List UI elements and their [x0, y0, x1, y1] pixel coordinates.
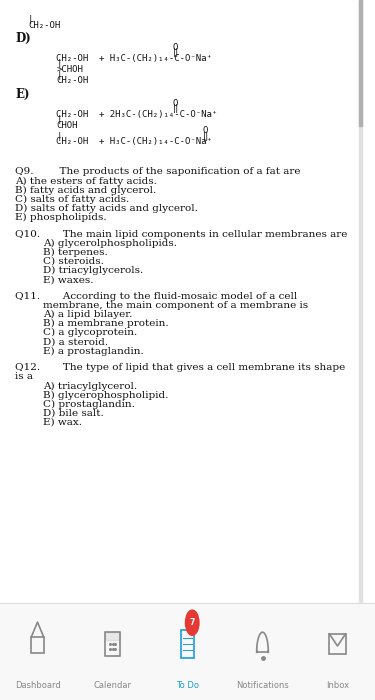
Text: B) fatty acids and glycerol.: B) fatty acids and glycerol.	[15, 186, 156, 195]
Text: D) bile salt.: D) bile salt.	[43, 409, 104, 418]
Bar	[329, 634, 346, 654]
Text: C) prostaglandin.: C) prostaglandin.	[43, 400, 135, 409]
Bar	[359, 0, 362, 126]
Circle shape	[186, 610, 199, 636]
Text: |: |	[56, 60, 62, 69]
Text: E) a prostaglandin.: E) a prostaglandin.	[43, 346, 144, 356]
Text: To Do: To Do	[176, 681, 199, 690]
Text: ‖: ‖	[172, 48, 178, 57]
Text: C) salts of fatty acids.: C) salts of fatty acids.	[15, 195, 129, 204]
Text: CH₂-OH  + H₃C-(CH₂)₁₄-C-O⁻Na⁺: CH₂-OH + H₃C-(CH₂)₁₄-C-O⁻Na⁺	[56, 137, 212, 146]
Bar	[105, 632, 120, 656]
Text: A) glycerolphospholipids.: A) glycerolphospholipids.	[43, 239, 177, 248]
Text: D) triacylglycerols.: D) triacylglycerols.	[43, 266, 143, 275]
Text: B) glycerophospholipid.: B) glycerophospholipid.	[43, 391, 168, 400]
Text: CHOH: CHOH	[56, 121, 78, 130]
Text: Q12.       The type of lipid that gives a cell membrane its shape: Q12. The type of lipid that gives a cell…	[15, 363, 345, 372]
Text: B) terpenes.: B) terpenes.	[43, 248, 108, 257]
Text: CH₂-OH: CH₂-OH	[28, 21, 60, 30]
Text: D) a steroid.: D) a steroid.	[43, 337, 108, 346]
Text: A) a lipid bilayer.: A) a lipid bilayer.	[43, 310, 132, 319]
Text: C) steroids.: C) steroids.	[43, 257, 104, 266]
Text: ‖: ‖	[202, 132, 208, 141]
Bar	[0, 603, 375, 700]
Text: Inbox: Inbox	[326, 681, 349, 690]
Text: CH₂-OH: CH₂-OH	[56, 76, 88, 85]
Text: ‖: ‖	[172, 104, 178, 113]
Text: Q10.       The main lipid components in cellular membranes are: Q10. The main lipid components in cellul…	[15, 230, 347, 239]
Text: O: O	[202, 126, 208, 135]
Text: A) the esters of fatty acids.: A) the esters of fatty acids.	[15, 176, 157, 186]
Text: |: |	[56, 116, 62, 125]
Text: is a: is a	[15, 372, 33, 382]
Text: Dashboard: Dashboard	[15, 681, 60, 690]
Text: D) salts of fatty acids and glycerol.: D) salts of fatty acids and glycerol.	[15, 204, 198, 213]
Text: membrane, the main component of a membrane is: membrane, the main component of a membra…	[43, 301, 308, 310]
Text: E) wax.: E) wax.	[43, 418, 82, 427]
Text: D): D)	[15, 32, 31, 45]
Text: Q11.       According to the fluid-mosaic model of a cell: Q11. According to the fluid-mosaic model…	[15, 292, 297, 301]
Text: Q9.        The products of the saponification of a fat are: Q9. The products of the saponification o…	[15, 167, 300, 176]
Text: Notifications: Notifications	[236, 681, 289, 690]
Text: C) a glycoprotein.: C) a glycoprotein.	[43, 328, 137, 337]
Text: |: |	[56, 132, 62, 141]
Bar	[31, 637, 44, 653]
Text: E) waxes.: E) waxes.	[43, 275, 94, 284]
Text: |: |	[28, 15, 33, 24]
Text: CH₂-OH  + H₃C-(CH₂)₁₄-C-O⁻Na⁺: CH₂-OH + H₃C-(CH₂)₁₄-C-O⁻Na⁺	[56, 54, 212, 63]
Bar	[105, 632, 120, 640]
Text: >CHOH: >CHOH	[56, 65, 83, 74]
Text: CH₂-OH  + 2H₃C-(CH₂)₁₄-C-O⁻Na⁺: CH₂-OH + 2H₃C-(CH₂)₁₄-C-O⁻Na⁺	[56, 110, 217, 119]
Text: Calendar: Calendar	[93, 681, 132, 690]
Text: |: |	[56, 71, 62, 80]
Text: O: O	[172, 99, 178, 108]
Text: 7: 7	[189, 618, 195, 627]
Bar	[359, 0, 362, 603]
Text: B) a membrane protein.: B) a membrane protein.	[43, 319, 169, 328]
Text: E): E)	[15, 88, 30, 101]
Bar	[181, 630, 194, 658]
Text: E) phospholipids.: E) phospholipids.	[15, 213, 106, 222]
Text: O: O	[172, 43, 178, 52]
Text: A) triacylglycerol.: A) triacylglycerol.	[43, 382, 137, 391]
